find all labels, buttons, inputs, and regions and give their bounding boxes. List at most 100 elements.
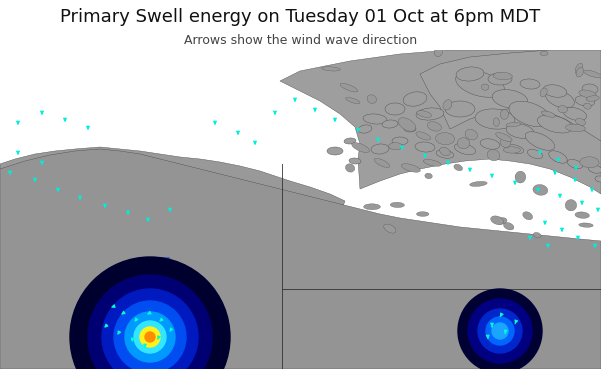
Ellipse shape	[423, 159, 441, 166]
Ellipse shape	[404, 126, 416, 132]
Ellipse shape	[509, 101, 551, 127]
Ellipse shape	[480, 139, 500, 149]
Ellipse shape	[575, 63, 583, 74]
Ellipse shape	[469, 181, 487, 186]
Polygon shape	[280, 50, 601, 194]
Ellipse shape	[523, 212, 532, 220]
Ellipse shape	[344, 138, 356, 144]
Ellipse shape	[389, 142, 402, 150]
Circle shape	[88, 275, 212, 369]
Ellipse shape	[575, 96, 595, 106]
Ellipse shape	[506, 122, 520, 127]
Ellipse shape	[595, 176, 601, 182]
Ellipse shape	[496, 218, 507, 224]
Ellipse shape	[349, 158, 361, 164]
Ellipse shape	[533, 232, 541, 238]
Ellipse shape	[454, 164, 463, 171]
Ellipse shape	[575, 212, 590, 218]
Ellipse shape	[445, 101, 475, 117]
Circle shape	[468, 299, 532, 363]
Ellipse shape	[425, 173, 432, 179]
Ellipse shape	[401, 164, 420, 172]
Text: Primary Swell energy on Tuesday 01 Oct at 6pm MDT: Primary Swell energy on Tuesday 01 Oct a…	[60, 8, 541, 27]
Ellipse shape	[398, 118, 416, 131]
Ellipse shape	[575, 118, 585, 125]
Ellipse shape	[416, 108, 444, 120]
Ellipse shape	[540, 88, 547, 97]
Ellipse shape	[501, 109, 508, 119]
Ellipse shape	[382, 120, 398, 128]
Polygon shape	[0, 147, 345, 281]
Ellipse shape	[493, 72, 512, 80]
Circle shape	[458, 289, 542, 369]
Ellipse shape	[515, 171, 526, 183]
Ellipse shape	[584, 103, 591, 109]
Ellipse shape	[492, 90, 528, 108]
Ellipse shape	[371, 144, 389, 154]
Ellipse shape	[416, 132, 431, 140]
Ellipse shape	[435, 132, 454, 145]
Ellipse shape	[364, 204, 380, 210]
Ellipse shape	[549, 151, 567, 163]
Ellipse shape	[488, 73, 512, 85]
Ellipse shape	[525, 132, 555, 150]
Ellipse shape	[322, 67, 340, 71]
Ellipse shape	[383, 224, 396, 233]
Ellipse shape	[579, 223, 593, 227]
Ellipse shape	[416, 111, 432, 117]
Ellipse shape	[374, 158, 389, 168]
Polygon shape	[0, 149, 601, 369]
Ellipse shape	[358, 125, 372, 133]
Ellipse shape	[443, 100, 452, 110]
Ellipse shape	[503, 147, 520, 153]
Ellipse shape	[582, 84, 598, 94]
Ellipse shape	[520, 79, 540, 89]
Ellipse shape	[576, 68, 584, 77]
Ellipse shape	[506, 145, 523, 154]
Ellipse shape	[435, 45, 443, 57]
Ellipse shape	[584, 70, 601, 78]
Circle shape	[102, 289, 198, 369]
Circle shape	[145, 332, 155, 342]
Ellipse shape	[456, 71, 504, 97]
Ellipse shape	[533, 184, 548, 195]
Ellipse shape	[567, 159, 582, 169]
Circle shape	[70, 257, 230, 369]
Ellipse shape	[454, 144, 476, 155]
Polygon shape	[420, 50, 601, 141]
Circle shape	[492, 323, 508, 339]
Ellipse shape	[440, 147, 450, 156]
Ellipse shape	[487, 149, 500, 161]
Ellipse shape	[352, 142, 370, 152]
Ellipse shape	[346, 164, 355, 172]
Ellipse shape	[475, 109, 515, 129]
Ellipse shape	[457, 138, 470, 149]
Text: Arrows show the wind wave direction: Arrows show the wind wave direction	[184, 34, 417, 48]
Ellipse shape	[580, 157, 599, 168]
Ellipse shape	[542, 111, 555, 117]
Circle shape	[125, 312, 175, 362]
Ellipse shape	[403, 92, 427, 106]
Ellipse shape	[496, 132, 512, 142]
Ellipse shape	[500, 137, 511, 148]
Circle shape	[134, 321, 166, 353]
Circle shape	[114, 301, 186, 369]
Ellipse shape	[416, 212, 429, 216]
Ellipse shape	[415, 142, 435, 152]
Ellipse shape	[367, 95, 376, 103]
Ellipse shape	[427, 122, 442, 131]
Ellipse shape	[558, 106, 567, 113]
Ellipse shape	[481, 84, 489, 90]
Ellipse shape	[465, 130, 477, 140]
Ellipse shape	[579, 90, 596, 98]
Ellipse shape	[436, 150, 454, 158]
Ellipse shape	[527, 149, 543, 159]
Ellipse shape	[563, 107, 587, 121]
Ellipse shape	[566, 124, 585, 132]
Ellipse shape	[346, 97, 360, 104]
Ellipse shape	[543, 85, 567, 97]
Ellipse shape	[586, 96, 599, 101]
Ellipse shape	[385, 103, 405, 115]
Ellipse shape	[456, 67, 484, 81]
Ellipse shape	[327, 147, 343, 155]
